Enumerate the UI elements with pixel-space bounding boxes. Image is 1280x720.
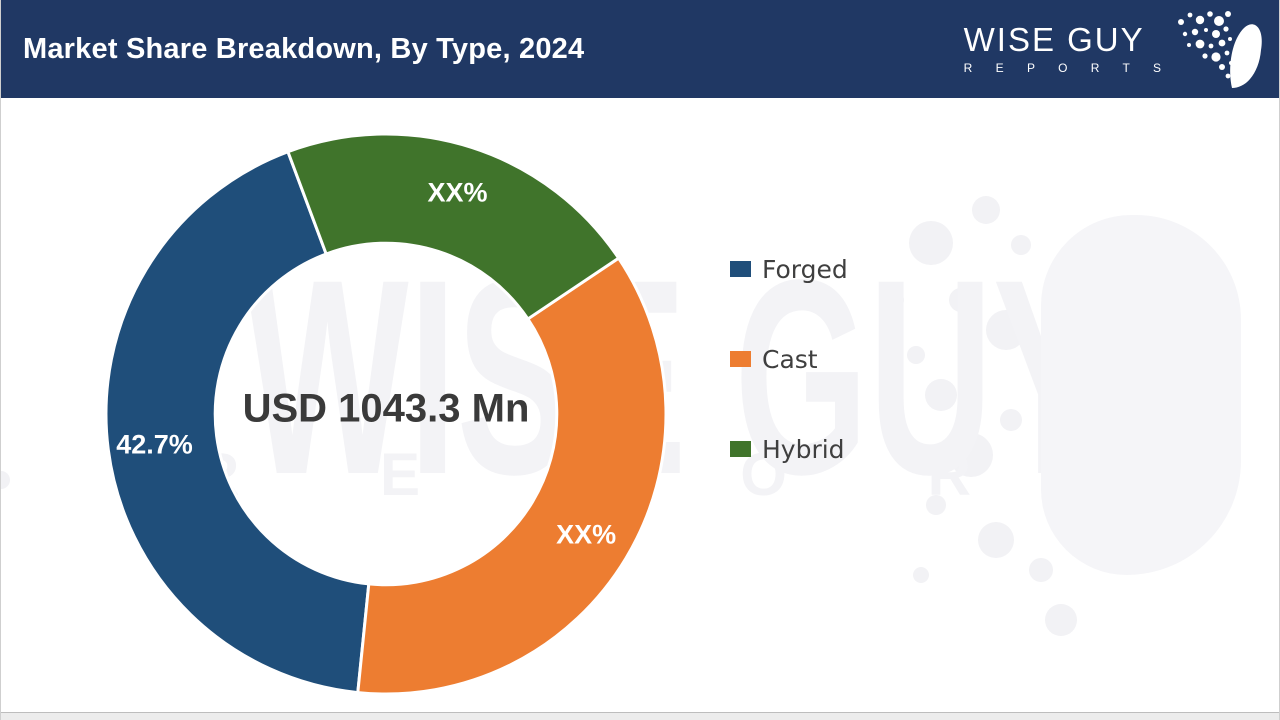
header: Market Share Breakdown, By Type, 2024 WI… xyxy=(1,0,1279,98)
chart-legend: Forged Cast Hybrid xyxy=(730,254,848,526)
legend-label-forged: Forged xyxy=(762,254,848,284)
bottom-strip xyxy=(1,713,1279,720)
segment-label-cast: XX% xyxy=(556,520,616,550)
bottom-border-line xyxy=(1,712,1279,713)
legend-label-cast: Cast xyxy=(762,344,818,374)
legend-item-forged: Forged xyxy=(730,254,848,284)
page-title: Market Share Breakdown, By Type, 2024 xyxy=(23,32,585,65)
legend-swatch-forged xyxy=(730,261,751,277)
legend-label-hybrid: Hybrid xyxy=(762,434,845,464)
legend-swatch-cast xyxy=(730,351,751,367)
segment-hybrid xyxy=(286,132,621,321)
segment-label-hybrid: XX% xyxy=(427,177,487,207)
segment-label-forged: 42.7% xyxy=(116,429,193,459)
legend-swatch-hybrid xyxy=(730,441,751,457)
brand-subtitle: R E P O R T S xyxy=(963,61,1171,75)
segment-forged xyxy=(104,150,371,695)
legend-item-cast: Cast xyxy=(730,344,848,374)
brand-logo: WISE GUY R E P O R T S xyxy=(964,8,1263,90)
chart-center-value: USD 1043.3 Mn xyxy=(242,386,530,431)
brand-name: WISE GUY xyxy=(963,21,1145,58)
segment-cast xyxy=(356,256,668,696)
brand-face-icon xyxy=(1178,11,1262,88)
legend-item-hybrid: Hybrid xyxy=(730,434,848,464)
brand-logo-text: WISE GUY R E P O R T S xyxy=(964,23,1171,75)
